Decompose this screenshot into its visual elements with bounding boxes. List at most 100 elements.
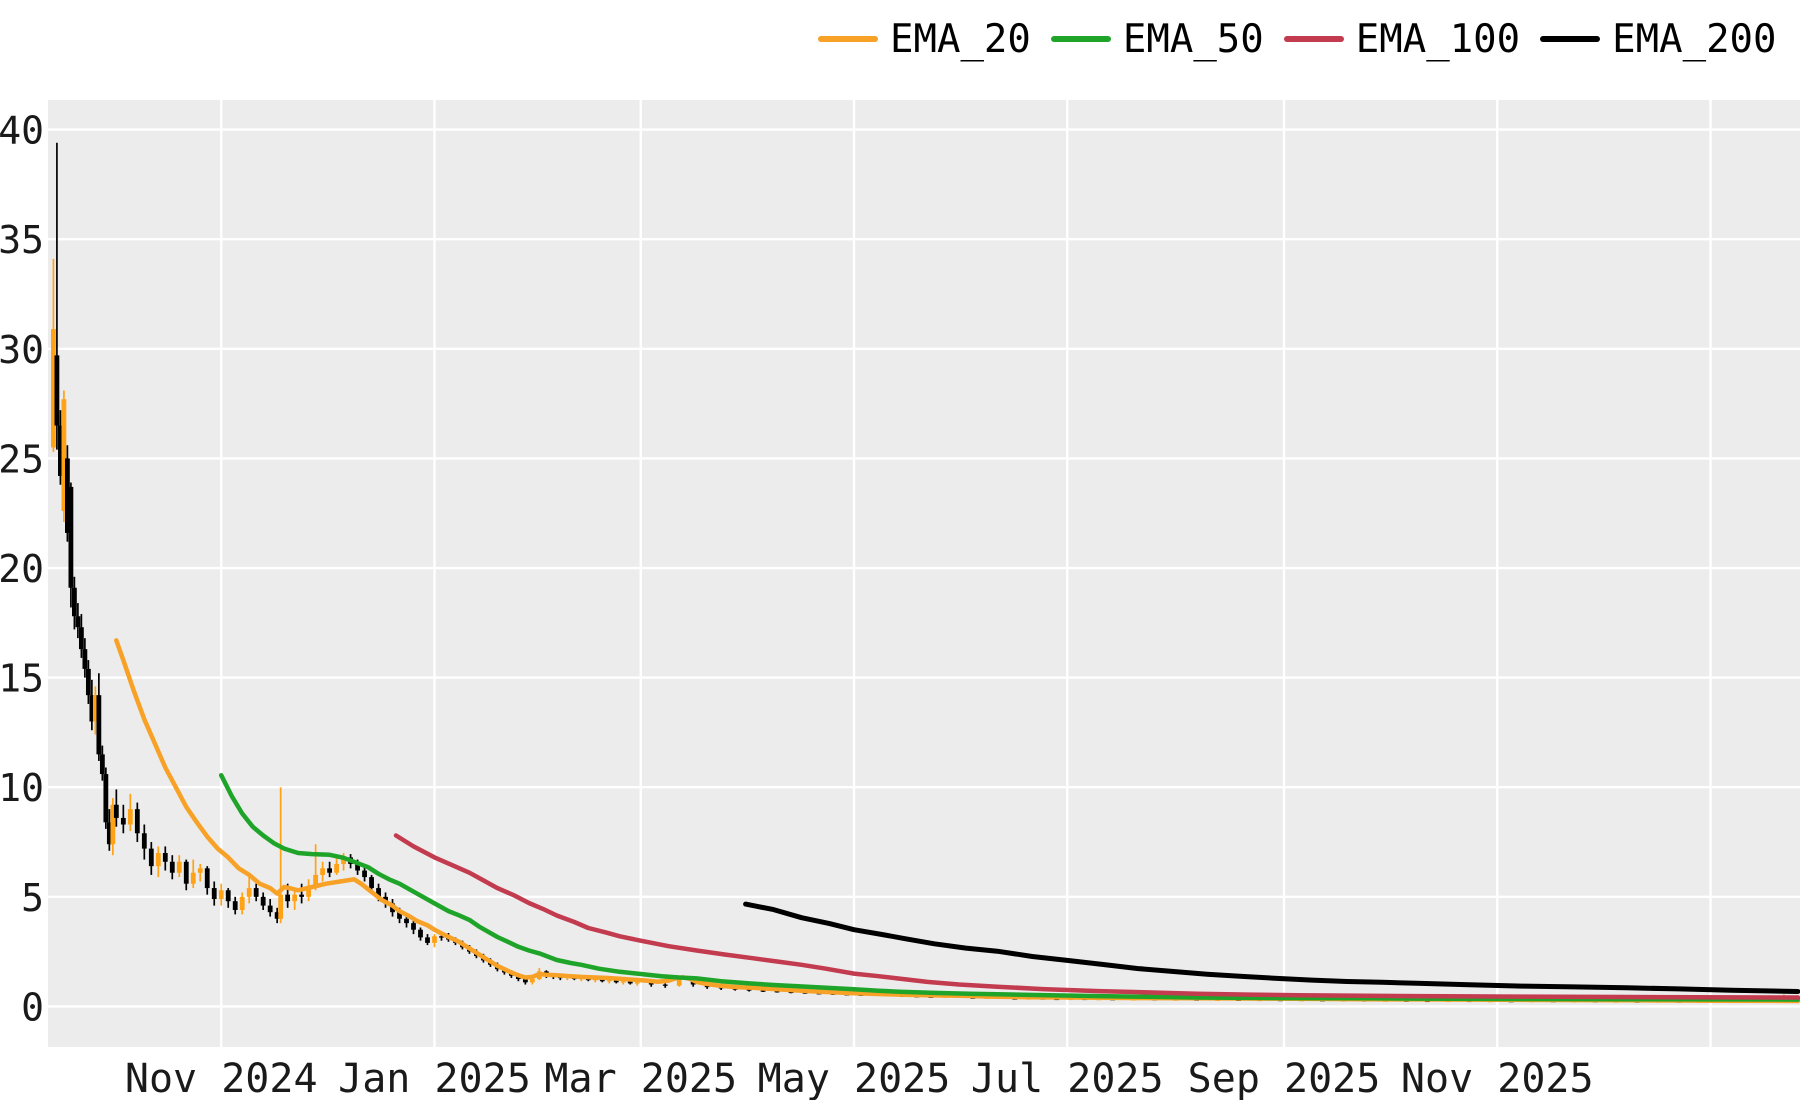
candle-body <box>51 329 56 448</box>
candle-body <box>110 804 116 845</box>
candle-body <box>246 888 252 897</box>
candle-body <box>85 668 91 696</box>
candle-body <box>334 863 339 873</box>
candle-body <box>253 888 259 897</box>
candle-body <box>148 848 154 867</box>
candle-body <box>376 888 381 897</box>
candle-body <box>432 936 437 943</box>
candle-body <box>211 888 217 900</box>
candle-body <box>620 981 626 983</box>
legend-item-ema-20: EMA_20 <box>818 17 1031 62</box>
legend-swatch-ema-20-icon <box>818 36 878 42</box>
y-tick-label: 20 <box>0 547 44 591</box>
candle-body <box>96 695 102 755</box>
candle-body <box>204 868 210 889</box>
candle-body <box>529 979 535 983</box>
legend-item-ema-100: EMA_100 <box>1283 16 1521 62</box>
candle-body <box>134 809 140 834</box>
candle-body <box>197 868 203 873</box>
candle-body <box>599 979 605 982</box>
ema-200-line <box>743 901 1800 994</box>
candle-body <box>327 868 332 873</box>
candle-body <box>313 874 319 886</box>
candle-body <box>267 905 273 913</box>
candle-body <box>225 890 231 902</box>
x-tick-label: May 2025 <box>758 1056 951 1100</box>
legend-item-ema-200: EMA_200 <box>1540 16 1777 62</box>
candle-body <box>169 861 175 873</box>
candle-body <box>106 822 112 845</box>
legend-swatch-ema-200-icon <box>1540 36 1601 42</box>
y-tick-label: 40 <box>0 109 44 153</box>
candle-body <box>439 936 444 938</box>
ema-20-line <box>114 638 1800 1004</box>
candle-body <box>54 355 60 426</box>
candle-body <box>190 872 196 884</box>
candle-body <box>746 989 752 991</box>
candle-body <box>162 852 168 862</box>
candle-body <box>141 833 147 849</box>
candle-body <box>341 857 346 864</box>
x-tick-label: Mar 2025 <box>544 1056 737 1100</box>
legend-label-ema-50: EMA_50 <box>1122 16 1264 62</box>
y-tick-label: 5 <box>21 876 44 920</box>
x-tick-label: Sep 2025 <box>1188 1056 1381 1100</box>
candle-body <box>274 912 280 919</box>
x-tick-label: Jul 2025 <box>971 1056 1164 1100</box>
candle-body <box>404 918 409 924</box>
ema-100-line <box>393 833 1800 1000</box>
candle-body <box>760 990 766 992</box>
y-tick-label: 25 <box>0 437 44 481</box>
x-axis-ticks: Nov 2024 Jan 2025 Mar 2025 May 2025 Jul 2025… <box>125 1056 1594 1100</box>
candle-body <box>260 896 266 906</box>
candle-body <box>127 809 133 825</box>
legend-swatch-ema-50-icon <box>1050 36 1111 42</box>
candle-body <box>362 870 367 878</box>
candle-body <box>634 982 640 984</box>
candle-body <box>369 877 374 889</box>
x-tick-label: Jan 2025 <box>338 1056 531 1100</box>
candle-body <box>103 774 109 823</box>
candle-body <box>113 804 119 818</box>
candle-body <box>89 695 95 722</box>
candle-body <box>71 587 77 617</box>
candle-body <box>355 863 360 871</box>
candle-body <box>155 852 161 867</box>
candle-body <box>232 901 238 910</box>
candle-body <box>306 885 312 897</box>
candle-body <box>320 868 326 875</box>
candle-body <box>292 894 298 902</box>
gridlines <box>48 100 1800 1047</box>
candle-body <box>58 425 63 476</box>
candle-body <box>774 991 780 993</box>
candle-body <box>397 912 402 919</box>
x-tick-label: Nov 2024 <box>125 1056 318 1100</box>
legend-item-ema-50: EMA_50 <box>1050 16 1264 62</box>
y-tick-label: 15 <box>0 657 44 701</box>
ema-50-line <box>218 772 1800 1002</box>
candle-body <box>92 695 98 722</box>
legend: EMA_20 EMA_50 EMA_100 EMA_200 <box>818 0 1777 78</box>
legend-swatch-ema-100-icon <box>1283 36 1344 42</box>
candle-body <box>61 399 67 512</box>
candle-body <box>120 817 126 825</box>
candle-body <box>411 923 416 930</box>
y-axis-ticks: 0 5 10 15 20 25 30 35 40 <box>0 109 44 1030</box>
candle-body <box>299 894 305 897</box>
candle-body <box>425 937 430 943</box>
legend-label-ema-200: EMA_200 <box>1612 16 1777 62</box>
candle-body <box>662 984 668 986</box>
y-tick-label: 30 <box>0 328 44 372</box>
candle-body <box>75 616 81 628</box>
legend-label-ema-100: EMA_100 <box>1355 16 1521 62</box>
y-tick-label: 35 <box>0 218 44 262</box>
candle-body <box>65 458 70 533</box>
candle-body <box>418 929 423 938</box>
candle-body <box>78 627 84 650</box>
candle-body <box>99 754 105 775</box>
legend-label-ema-20: EMA_20 <box>890 16 1031 62</box>
candle-body <box>183 861 189 884</box>
y-tick-label: 0 <box>21 985 44 1029</box>
candle-body <box>606 980 612 982</box>
